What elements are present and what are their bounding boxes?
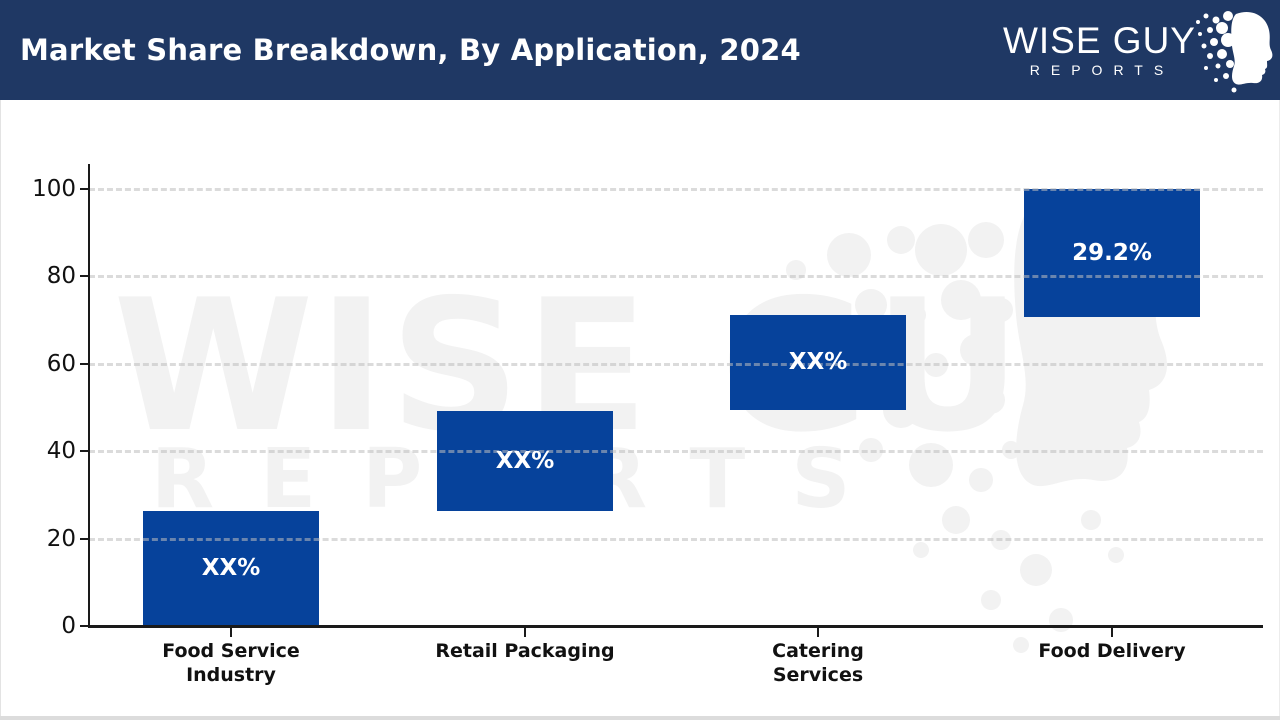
bottom-border [0, 716, 1280, 720]
y-tick-label-40: 40 [46, 438, 76, 465]
chart-title: Market Share Breakdown, By Application, … [20, 33, 801, 67]
gridline-80 [89, 275, 1263, 279]
gridline-60 [89, 362, 1263, 366]
bar-segment-1 [143, 510, 319, 626]
logo-subtitle: REPORTS [1029, 62, 1175, 78]
x-axis [88, 625, 1263, 628]
dotted-head-icon [1196, 11, 1273, 93]
category-label-3: Catering Services [772, 640, 864, 686]
y-tick-label-20: 20 [46, 525, 76, 552]
gridline-100 [89, 188, 1263, 191]
logo-text: WISE GUY REPORTS [1003, 22, 1196, 78]
bar-segment-2 [437, 410, 613, 511]
watermark-wordmark: WISE GUY [113, 260, 1162, 472]
logo-wordmark: WISE GUY [1002, 20, 1196, 61]
y-tick-mark-80 [80, 275, 89, 278]
category-label-2: Retail Packaging [435, 640, 615, 662]
y-tick-label-100: 100 [32, 176, 76, 202]
category-label-1: Food Service Industry [162, 640, 300, 686]
y-tick-mark-40 [80, 450, 89, 453]
y-axis [88, 164, 90, 628]
wise-guy-reports-logo: WISE GUY REPORTS [1003, 0, 1274, 100]
category-label-4: Food Delivery [1038, 640, 1186, 662]
x-tick-mark-3 [817, 628, 819, 637]
y-tick-mark-100 [80, 188, 89, 190]
bar-value-label-1: XX% [201, 555, 261, 582]
x-tick-mark-2 [524, 628, 526, 637]
bar-value-label-4: 29.2% [1072, 239, 1152, 266]
chart-area: WISE GUY REPORTS [0, 100, 1280, 716]
y-tick-label-80: 80 [46, 263, 76, 290]
y-tick-label-60: 60 [46, 350, 76, 377]
gridline-40 [89, 450, 1263, 454]
x-tick-mark-4 [1111, 628, 1113, 637]
y-tick-mark-0 [80, 625, 89, 627]
y-tick-mark-60 [80, 362, 89, 365]
bar-value-label-3: XX% [788, 349, 848, 376]
header-bar: Market Share Breakdown, By Application, … [0, 0, 1280, 100]
y-tick-mark-20 [80, 537, 89, 540]
y-tick-label-0: 0 [61, 613, 76, 639]
bar-value-label-2: XX% [495, 447, 555, 474]
x-tick-mark-1 [230, 628, 232, 637]
gridline-20 [89, 537, 1263, 541]
